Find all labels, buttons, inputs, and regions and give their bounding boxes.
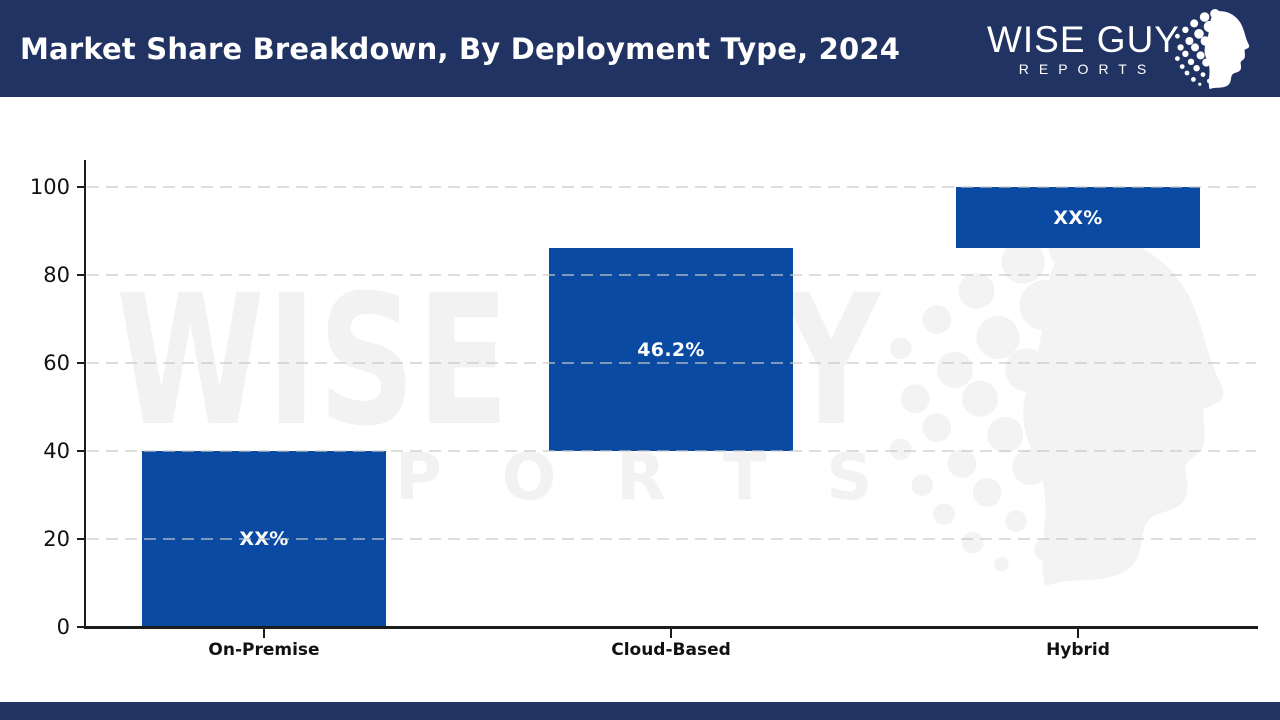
x-tick-hybrid xyxy=(1077,629,1079,638)
y-tick-0 xyxy=(77,626,86,628)
header: Market Share Breakdown, By Deployment Ty… xyxy=(0,0,1280,97)
logo-head-icon xyxy=(1175,8,1250,89)
x-tick-cloud-based xyxy=(670,629,672,638)
y-tick-label-20: 20 xyxy=(43,527,70,551)
wise-guy-reports-logo: WISE GUY REPORTS xyxy=(987,8,1254,89)
y-tick-label-100: 100 xyxy=(29,175,70,199)
logo-subtitle: REPORTS xyxy=(1018,61,1157,77)
y-tick-label-40: 40 xyxy=(43,439,70,463)
bar-cloud-based: 46.2% xyxy=(549,248,793,451)
footer-band xyxy=(0,702,1280,720)
y-tick-label-0: 0 xyxy=(56,615,70,639)
gridline-20 xyxy=(87,538,1256,540)
y-tick-80 xyxy=(77,274,86,276)
x-tick-on-premise xyxy=(263,629,265,638)
y-tick-label-60: 60 xyxy=(43,351,70,375)
x-tick-label-cloud-based: Cloud-Based xyxy=(611,640,731,660)
logo-text: WISE GUY REPORTS xyxy=(987,21,1180,76)
gridline-60 xyxy=(87,362,1256,364)
gridline-40 xyxy=(87,450,1256,452)
y-tick-20 xyxy=(77,538,86,540)
chart-title: Market Share Breakdown, By Deployment Ty… xyxy=(20,31,901,66)
logo-wordmark: WISE GUY xyxy=(986,19,1180,60)
x-tick-label-hybrid: Hybrid xyxy=(1046,640,1110,660)
x-tick-label-on-premise: On-Premise xyxy=(208,640,320,660)
gridline-80 xyxy=(87,274,1256,276)
x-axis-spine xyxy=(84,626,1258,629)
y-axis-spine xyxy=(84,160,86,629)
bar-value-label-hybrid: XX% xyxy=(1053,206,1103,229)
y-tick-40 xyxy=(77,450,86,452)
bar-hybrid: XX% xyxy=(956,187,1200,248)
gridline-100 xyxy=(87,186,1256,188)
watermark-head-icon xyxy=(890,226,1224,586)
y-tick-100 xyxy=(77,186,86,188)
bar-value-label-cloud-based: 46.2% xyxy=(637,338,705,361)
y-tick-60 xyxy=(77,362,86,364)
y-tick-label-80: 80 xyxy=(43,263,70,287)
